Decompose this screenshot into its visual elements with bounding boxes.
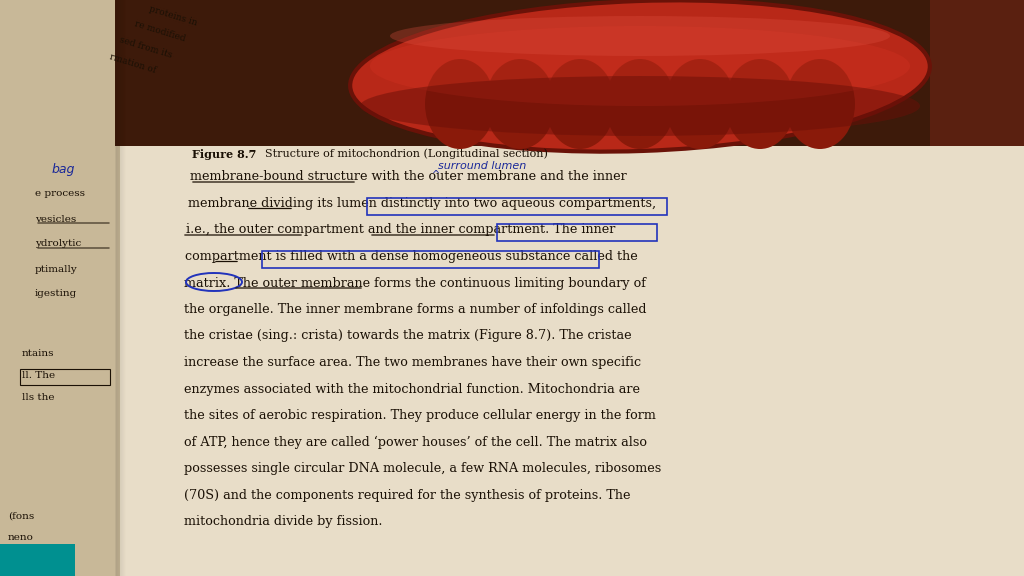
Ellipse shape <box>725 59 795 149</box>
Text: sed from its: sed from its <box>118 36 173 60</box>
Text: neno: neno <box>8 533 34 543</box>
FancyBboxPatch shape <box>115 0 1024 576</box>
Ellipse shape <box>545 59 615 149</box>
Text: igesting: igesting <box>35 290 77 298</box>
Text: lls the: lls the <box>22 393 54 403</box>
Text: Figure 8.7: Figure 8.7 <box>193 149 256 160</box>
Text: Structure of mitochondrion (Longitudinal section): Structure of mitochondrion (Longitudinal… <box>258 149 548 160</box>
Text: rmation of: rmation of <box>108 52 157 75</box>
Text: the sites of aerobic respiration. They produce cellular energy in the form: the sites of aerobic respiration. They p… <box>184 409 656 422</box>
Ellipse shape <box>785 59 855 149</box>
Text: surround lumen: surround lumen <box>438 161 526 171</box>
Text: ydrolytic: ydrolytic <box>35 240 81 248</box>
Ellipse shape <box>350 1 930 151</box>
Text: ^: ^ <box>432 170 440 180</box>
Text: mitochondria divide by fission.: mitochondria divide by fission. <box>184 515 383 528</box>
Text: vesicles: vesicles <box>35 214 76 223</box>
Text: re modified: re modified <box>133 19 186 43</box>
FancyBboxPatch shape <box>0 544 75 576</box>
Ellipse shape <box>665 59 735 149</box>
Text: (70S) and the components required for the synthesis of proteins. The: (70S) and the components required for th… <box>184 488 631 502</box>
FancyBboxPatch shape <box>930 0 1024 146</box>
Text: membrane-bound structure with the outer membrane and the inner: membrane-bound structure with the outer … <box>190 170 627 184</box>
Text: of ATP, hence they are called ‘power houses’ of the cell. The matrix also: of ATP, hence they are called ‘power hou… <box>184 435 647 449</box>
Text: i.e., the outer compartment and the inner compartment. The inner: i.e., the outer compartment and the inne… <box>186 223 615 237</box>
FancyBboxPatch shape <box>115 0 1024 146</box>
Ellipse shape <box>425 59 495 149</box>
Text: ll. The: ll. The <box>22 372 55 381</box>
Ellipse shape <box>390 16 890 56</box>
FancyBboxPatch shape <box>116 0 118 576</box>
Text: (fons: (fons <box>8 511 34 521</box>
Ellipse shape <box>360 76 920 136</box>
Text: possesses single circular DNA molecule, a few RNA molecules, ribosomes: possesses single circular DNA molecule, … <box>184 462 662 475</box>
FancyBboxPatch shape <box>0 0 120 576</box>
Text: the organelle. The inner membrane forms a number of infoldings called: the organelle. The inner membrane forms … <box>184 303 646 316</box>
Text: ptimally: ptimally <box>35 264 78 274</box>
Text: membrane dividing its lumen distinctly into two aqueous compartments,: membrane dividing its lumen distinctly i… <box>188 197 656 210</box>
Ellipse shape <box>485 59 555 149</box>
Text: e process: e process <box>35 190 85 199</box>
FancyBboxPatch shape <box>115 0 117 576</box>
Text: the cristae (sing.: crista) towards the matrix (Figure 8.7). The cristae: the cristae (sing.: crista) towards the … <box>184 329 632 343</box>
Ellipse shape <box>605 59 675 149</box>
Text: matrix. The outer membrane forms the continuous limiting boundary of: matrix. The outer membrane forms the con… <box>184 276 646 290</box>
Text: proteins in: proteins in <box>148 5 199 28</box>
Text: bag: bag <box>52 162 76 176</box>
Text: compartment is filled with a dense homogeneous substance called the: compartment is filled with a dense homog… <box>185 250 638 263</box>
Text: increase the surface area. The two membranes have their own specific: increase the surface area. The two membr… <box>184 356 641 369</box>
Ellipse shape <box>370 26 910 106</box>
Text: enzymes associated with the mitochondrial function. Mitochondria are: enzymes associated with the mitochondria… <box>184 382 640 396</box>
Text: ntains: ntains <box>22 350 54 358</box>
